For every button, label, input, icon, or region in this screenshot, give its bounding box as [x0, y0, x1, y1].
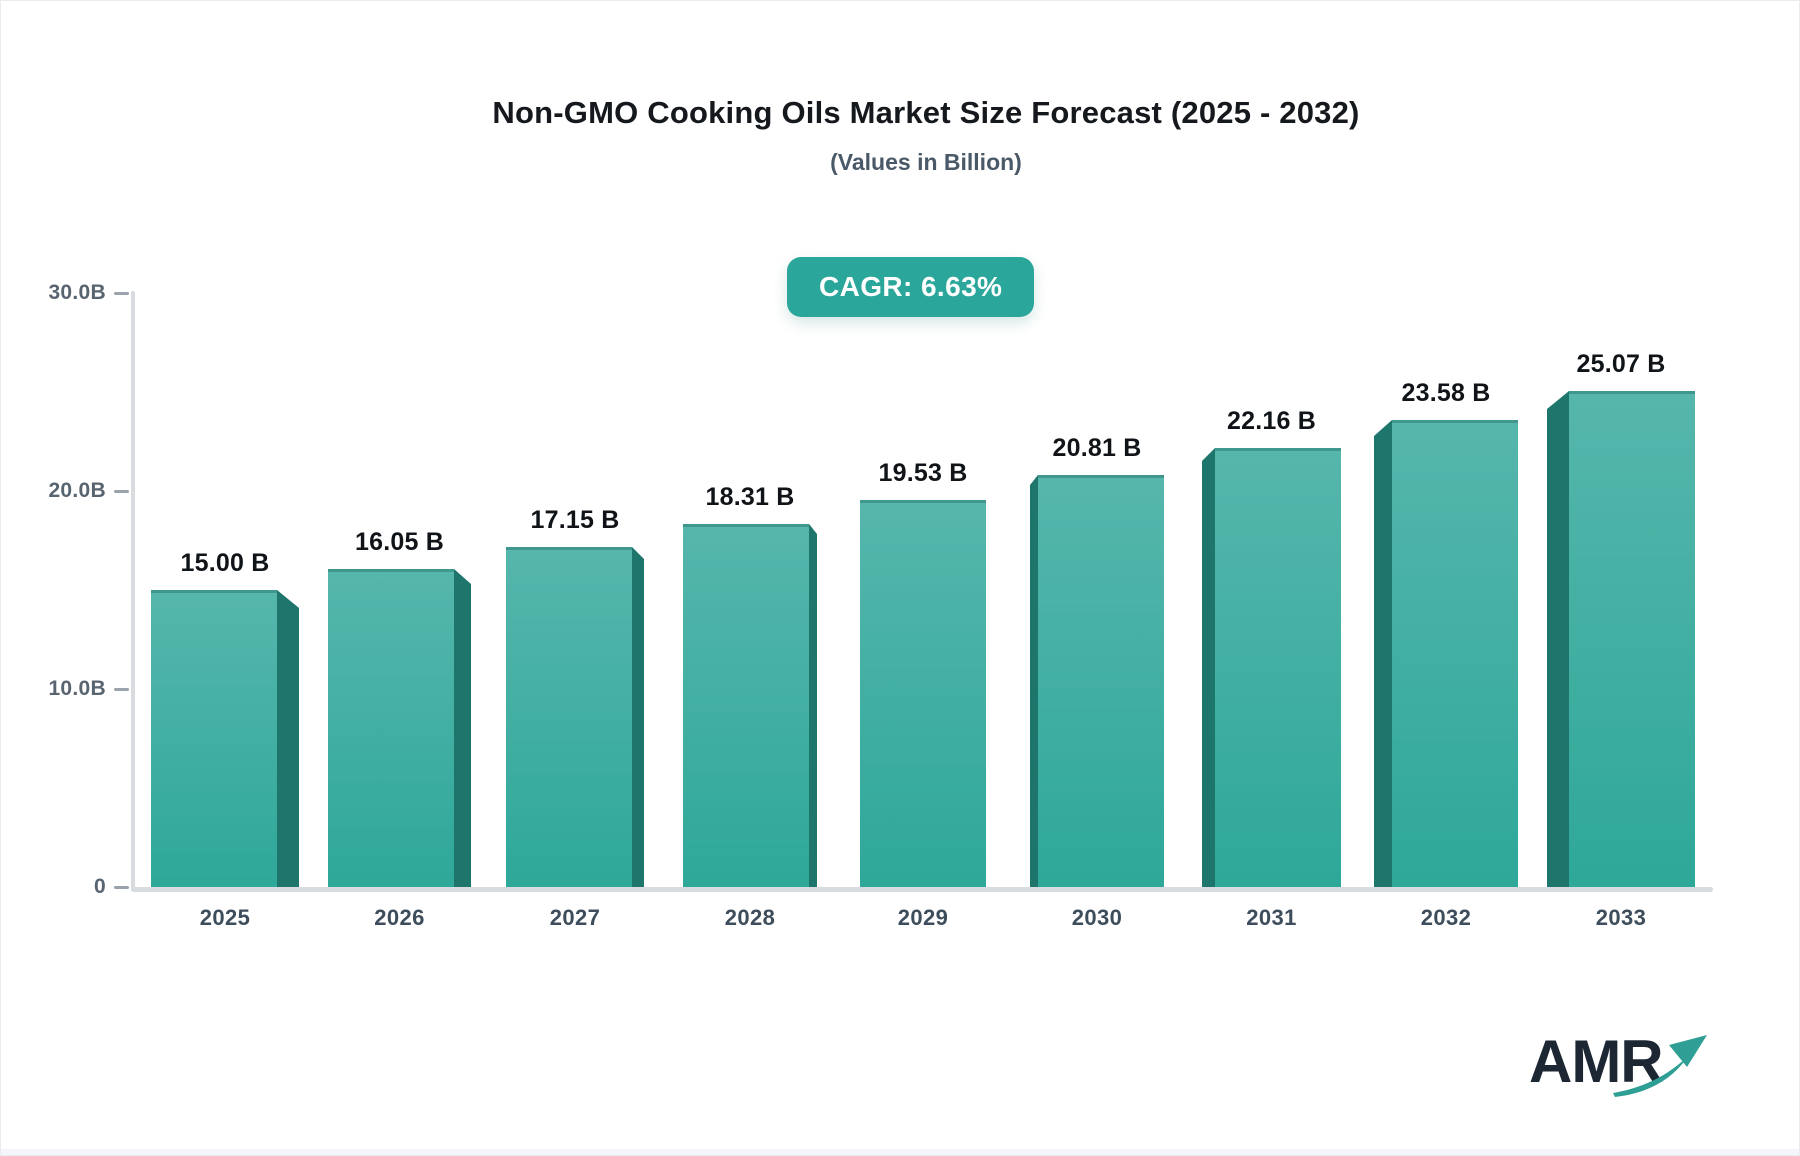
- y-tick-label: 0: [94, 875, 106, 898]
- x-tick-label: 2029: [897, 905, 949, 930]
- y-tick-dash: [114, 688, 129, 691]
- bar-face: [1215, 448, 1341, 887]
- bar-value-label: 23.58 B: [1401, 379, 1491, 407]
- bar-value-label: 20.81 B: [1052, 434, 1142, 462]
- bar-value-label: 17.15 B: [530, 506, 620, 534]
- bar-2033: [1547, 391, 1695, 887]
- y-tick-label: 20.0B: [48, 479, 106, 502]
- x-tick-label: 2028: [724, 905, 776, 930]
- x-tick-label: 2026: [374, 905, 425, 930]
- amr-logo-arrow-icon: [1613, 1035, 1707, 1097]
- x-axis-line: [131, 887, 1713, 892]
- x-tick-label: 2025: [199, 905, 251, 930]
- bar-2025: [151, 590, 299, 887]
- bar-side-panel: [809, 524, 817, 887]
- bar-side-panel: [1374, 420, 1392, 887]
- bar-value-label: 18.31 B: [705, 483, 795, 511]
- x-tick-label: 2030: [1071, 905, 1123, 930]
- bar-2029: [860, 500, 986, 887]
- bar-face: [1569, 391, 1695, 887]
- bar-face: [860, 500, 986, 887]
- x-tick-label: 2033: [1595, 905, 1647, 930]
- y-tick-dash: [114, 886, 129, 889]
- bar-face: [328, 569, 454, 887]
- bar-face: [151, 590, 277, 887]
- bar-face: [1038, 475, 1164, 887]
- bar-value-label: 25.07 B: [1576, 350, 1666, 378]
- bar-face: [683, 524, 809, 887]
- bar-side-panel: [632, 547, 644, 887]
- bar-face: [1392, 420, 1518, 887]
- x-tick-label: 2032: [1420, 905, 1472, 930]
- cagr-badge: CAGR: 6.63%: [787, 257, 1035, 317]
- chart-title: Non-GMO Cooking Oils Market Size Forecas…: [492, 95, 1360, 130]
- bar-2031: [1202, 448, 1341, 887]
- bar-value-label: 19.53 B: [878, 459, 968, 487]
- bar-2032: [1374, 420, 1518, 887]
- bar-face: [506, 547, 632, 887]
- bar-value-label: 15.00 B: [180, 549, 270, 577]
- bar-side-panel: [1202, 448, 1215, 887]
- amr-logo-text: AMR: [1529, 1028, 1664, 1095]
- bar-side-panel: [1030, 475, 1038, 887]
- bar-side-panel: [454, 569, 471, 887]
- x-tick-label: 2031: [1246, 905, 1297, 930]
- bar-2027: [506, 547, 644, 887]
- y-tick-label: 10.0B: [48, 677, 106, 700]
- bar-value-label: 16.05 B: [355, 528, 444, 556]
- bar-side-panel: [277, 590, 299, 887]
- chart-subtitle: (Values in Billion): [830, 149, 1022, 175]
- x-tick-label: 2027: [549, 905, 601, 930]
- y-tick-dash: [114, 490, 129, 493]
- y-tick-label: 30.0B: [48, 281, 106, 304]
- bar-2026: [328, 569, 471, 887]
- bar-2028: [683, 524, 817, 887]
- y-tick-dash: [114, 292, 129, 295]
- bar-value-label: 22.16 B: [1227, 407, 1316, 435]
- bar-side-panel: [1547, 391, 1569, 887]
- y-axis-line: [131, 291, 135, 891]
- bar-2030: [1030, 475, 1164, 887]
- bottom-edge-strip: [1, 1149, 1799, 1155]
